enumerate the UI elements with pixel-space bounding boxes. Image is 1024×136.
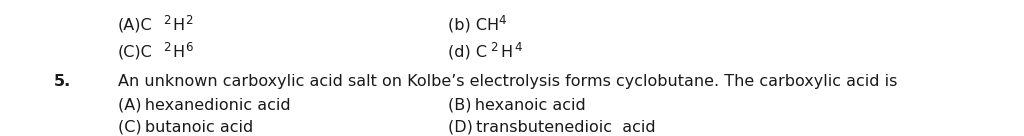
Text: 2: 2 [185, 14, 193, 27]
Text: 5.: 5. [54, 74, 72, 89]
Text: (C) butanoic acid: (C) butanoic acid [118, 120, 253, 135]
Text: H: H [172, 18, 184, 33]
Text: (A)C: (A)C [118, 18, 153, 33]
Text: (C)C: (C)C [118, 45, 153, 60]
Text: 2: 2 [163, 14, 171, 27]
Text: (b) CH: (b) CH [449, 18, 499, 33]
Text: (B) hexanoic acid: (B) hexanoic acid [449, 98, 586, 113]
Text: (d) C: (d) C [449, 45, 487, 60]
Text: 4: 4 [514, 41, 521, 54]
Text: 2: 2 [163, 41, 171, 54]
Text: 4: 4 [498, 14, 506, 27]
Text: (D) transbutenedioic  acid: (D) transbutenedioic acid [449, 120, 655, 135]
Text: (A) hexanedionic acid: (A) hexanedionic acid [118, 98, 291, 113]
Text: H: H [500, 45, 512, 60]
Text: 2: 2 [490, 41, 498, 54]
Text: An unknown carboxylic acid salt on Kolbe’s electrolysis forms cyclobutane. The c: An unknown carboxylic acid salt on Kolbe… [118, 74, 897, 89]
Text: 6: 6 [185, 41, 193, 54]
Text: H: H [172, 45, 184, 60]
